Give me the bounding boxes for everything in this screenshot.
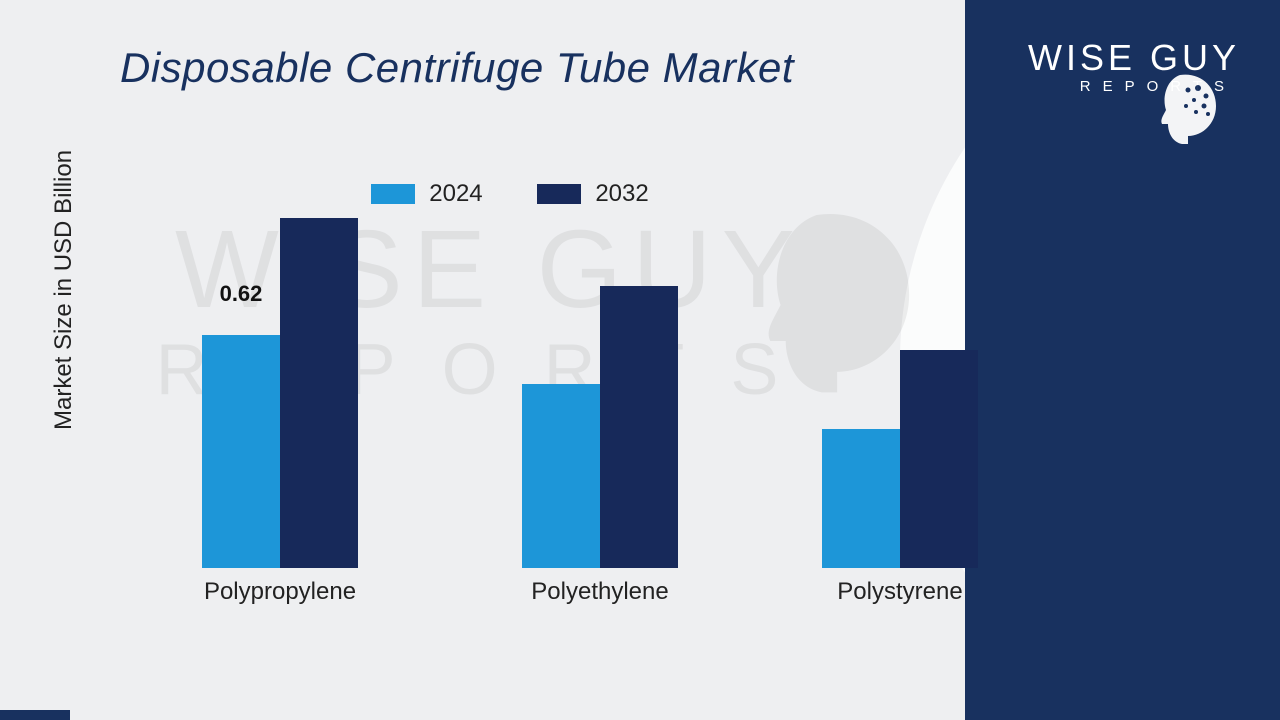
bar-2024-polystyrene xyxy=(822,429,900,568)
plot-area: 0.62 Polypropylene Polyethylene Polys xyxy=(120,230,960,640)
brand-logo: WISE GUY REPORTS xyxy=(1028,40,1240,95)
chart-title: Disposable Centrifuge Tube Market xyxy=(120,44,794,92)
brain-head-icon xyxy=(1158,70,1228,150)
decor-bottom-bar xyxy=(0,710,70,720)
bar-2024-polyethylene xyxy=(522,384,600,568)
bar-2024-polypropylene xyxy=(202,335,280,568)
bar-group-0: 0.62 Polypropylene xyxy=(180,192,380,606)
category-label: Polyethylene xyxy=(500,578,700,606)
decor-right-panel xyxy=(965,0,1280,720)
bar-chart: Market Size in USD Billion 2024 2032 0.6… xyxy=(60,180,960,680)
category-label: Polystyrene xyxy=(800,578,1000,606)
bar-group-2: Polystyrene xyxy=(800,192,1000,606)
value-label: 0.62 xyxy=(220,281,263,307)
bar-2032-polystyrene xyxy=(900,350,978,568)
bar-2032-polyethylene xyxy=(600,286,678,568)
legend-label-2024: 2024 xyxy=(429,180,482,208)
infographic-stage: Disposable Centrifuge Tube Market WISE G… xyxy=(0,0,1280,720)
category-label: Polypropylene xyxy=(180,578,380,606)
bar-2032-polypropylene xyxy=(280,218,358,568)
bar-group-1: Polyethylene xyxy=(500,192,700,606)
legend-item-2024: 2024 xyxy=(371,180,482,208)
